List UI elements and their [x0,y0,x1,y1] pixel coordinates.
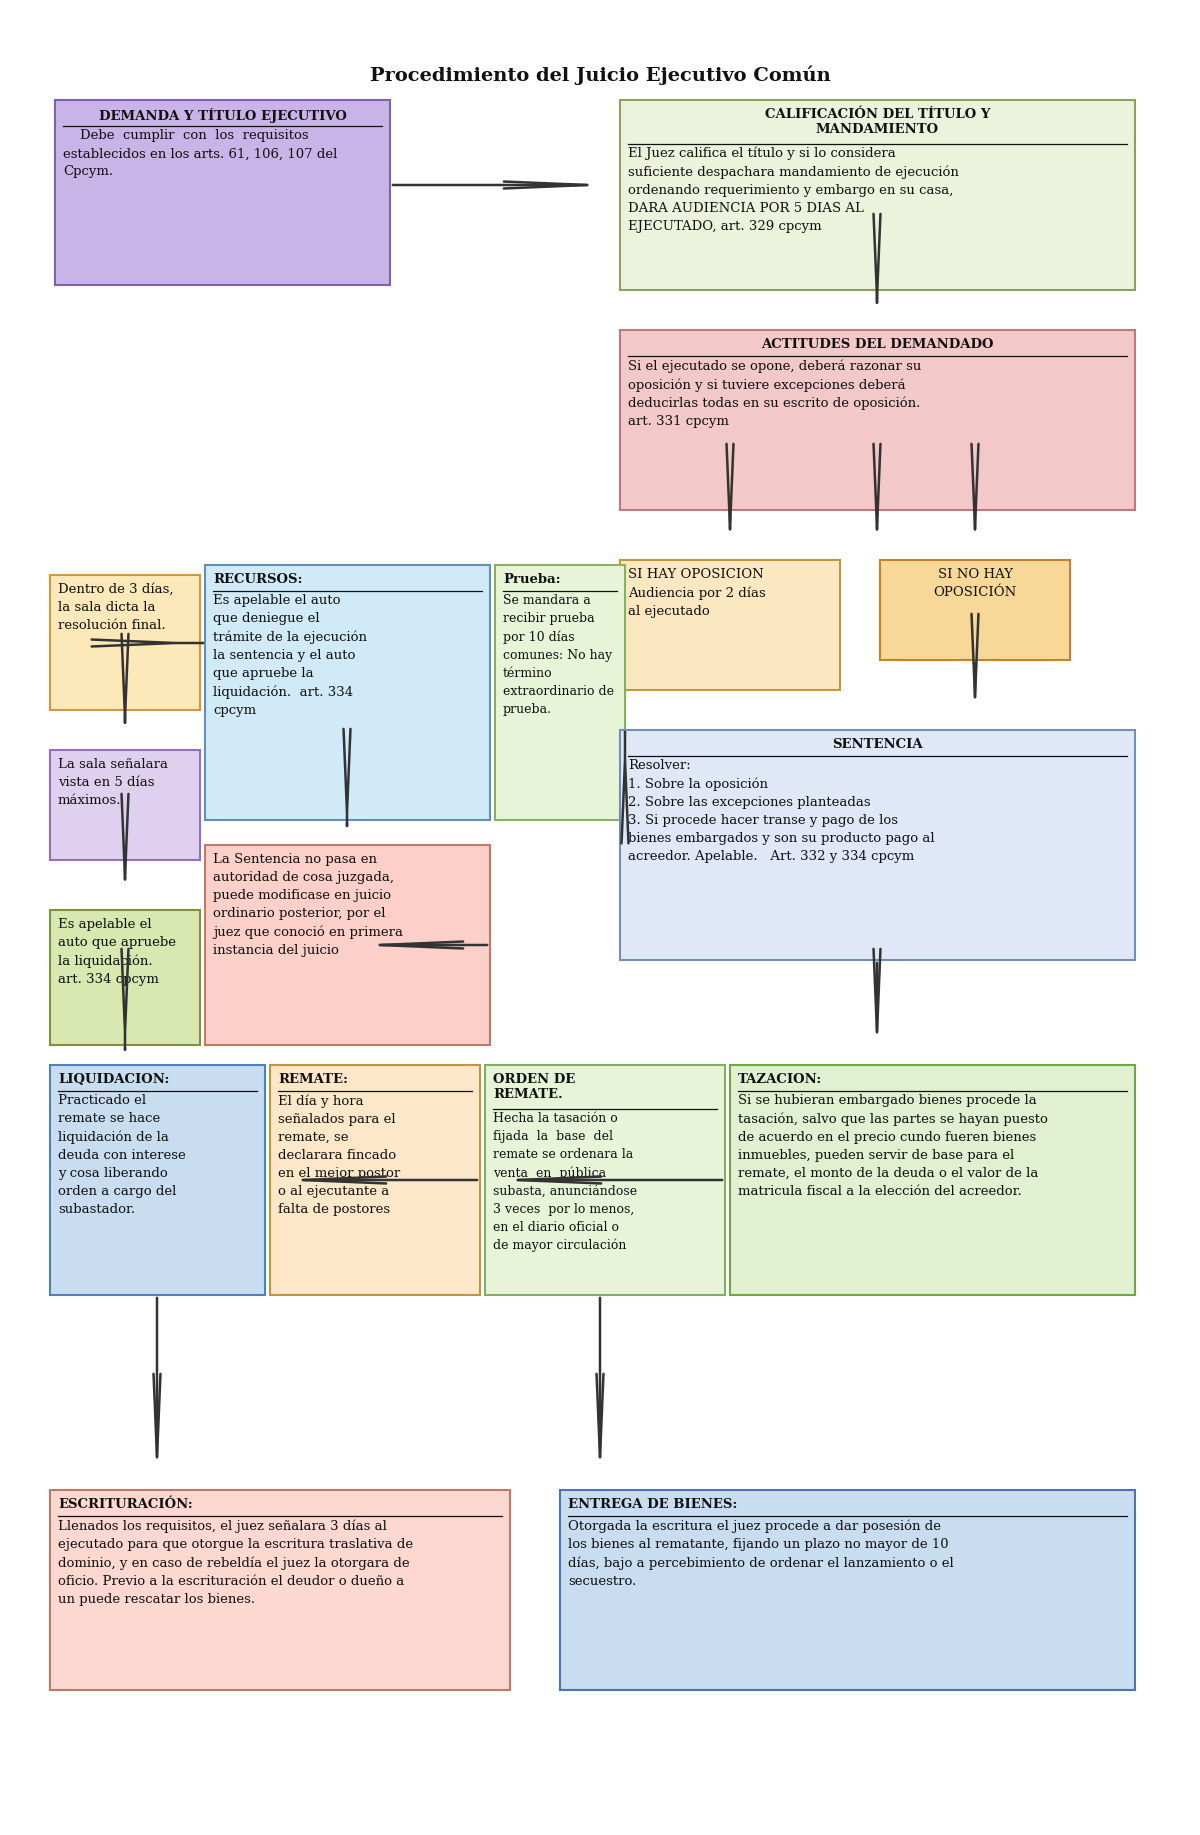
Text: REMATE:: REMATE: [278,1073,348,1086]
FancyBboxPatch shape [620,730,1135,960]
Text: Llenados los requisitos, el juez señalara 3 días al
ejecutado para que otorgue l: Llenados los requisitos, el juez señalar… [58,1519,413,1606]
Text: Hecha la tasación o
fijada  la  base  del
remate se ordenara la
venta  en  públi: Hecha la tasación o fijada la base del r… [493,1112,637,1253]
Text: ESCRITURACIÓN:: ESCRITURACIÓN: [58,1497,193,1510]
FancyBboxPatch shape [50,1064,265,1296]
FancyBboxPatch shape [496,565,625,820]
Text: Debe  cumplir  con  los  requisitos
establecidos en los arts. 61, 106, 107 del
C: Debe cumplir con los requisitos establec… [64,130,337,178]
Text: Es apelable el auto
que deniegue el
trámite de la ejecución
la sentencia y el au: Es apelable el auto que deniegue el trám… [214,595,367,717]
Text: Practicado el
remate se hace
liquidación de la
deuda con interese
y cosa liberan: Practicado el remate se hace liquidación… [58,1094,186,1217]
Text: Si el ejecutado se opone, deberá razonar su
oposición y si tuviere excepciones d: Si el ejecutado se opone, deberá razonar… [628,360,922,429]
Text: ACTITUDES DEL DEMANDADO: ACTITUDES DEL DEMANDADO [761,338,994,350]
Text: SI NO HAY
OPOSICIÓN: SI NO HAY OPOSICIÓN [934,569,1016,598]
FancyBboxPatch shape [560,1490,1135,1690]
FancyBboxPatch shape [205,565,490,820]
Text: Resolver:
1. Sobre la oposición
2. Sobre las excepciones planteadas
3. Si proced: Resolver: 1. Sobre la oposición 2. Sobre… [628,760,935,862]
FancyBboxPatch shape [55,99,390,284]
FancyBboxPatch shape [50,1490,510,1690]
FancyBboxPatch shape [50,751,200,861]
FancyBboxPatch shape [620,560,840,690]
Text: ORDEN DE
REMATE.: ORDEN DE REMATE. [493,1073,575,1101]
Text: El día y hora
señalados para el
remate, se
declarara fincado
en el mejor postor
: El día y hora señalados para el remate, … [278,1094,401,1217]
Text: Dentro de 3 días,
la sala dicta la
resolución final.: Dentro de 3 días, la sala dicta la resol… [58,584,174,631]
FancyBboxPatch shape [50,574,200,710]
Text: RECURSOS:: RECURSOS: [214,573,302,585]
Text: Prueba:: Prueba: [503,573,560,585]
FancyBboxPatch shape [50,910,200,1044]
Text: Otorgada la escritura el juez procede a dar posesión de
los bienes al rematante,: Otorgada la escritura el juez procede a … [568,1519,954,1587]
FancyBboxPatch shape [880,560,1070,661]
Text: El Juez califica el título y si lo considera
suficiente despachara mandamiento d: El Juez califica el título y si lo consi… [628,147,959,233]
Text: La sala señalara
vista en 5 días
máximos.: La sala señalara vista en 5 días máximos… [58,758,168,807]
Text: Si se hubieran embargado bienes procede la
tasación, salvo que las partes se hay: Si se hubieran embargado bienes procede … [738,1094,1048,1198]
FancyBboxPatch shape [620,330,1135,510]
FancyBboxPatch shape [485,1064,725,1296]
Text: Es apelable el
auto que apruebe
la liquidación.
art. 334 cpcym: Es apelable el auto que apruebe la liqui… [58,918,176,985]
Text: Procedimiento del Juicio Ejecutivo Común: Procedimiento del Juicio Ejecutivo Común [370,66,830,84]
FancyBboxPatch shape [270,1064,480,1296]
Text: Se mandara a
recibir prueba
por 10 días
comunes: No hay
término
extraordinario d: Se mandara a recibir prueba por 10 días … [503,595,614,716]
FancyBboxPatch shape [730,1064,1135,1296]
Text: CALIFICACIÓN DEL TÍTULO Y
MANDAMIENTO: CALIFICACIÓN DEL TÍTULO Y MANDAMIENTO [764,108,990,136]
Text: La Sentencia no pasa en
autoridad de cosa juzgada,
puede modificase en juicio
or: La Sentencia no pasa en autoridad de cos… [214,853,403,956]
FancyBboxPatch shape [620,99,1135,290]
Text: SI HAY OPOSICION
Audiencia por 2 días
al ejecutado: SI HAY OPOSICION Audiencia por 2 días al… [628,569,766,618]
Text: TAZACION:: TAZACION: [738,1073,822,1086]
Text: ENTREGA DE BIENES:: ENTREGA DE BIENES: [568,1497,737,1510]
FancyBboxPatch shape [205,844,490,1044]
Text: LIQUIDACION:: LIQUIDACION: [58,1073,169,1086]
Text: DEMANDA Y TÍTULO EJECUTIVO: DEMANDA Y TÍTULO EJECUTIVO [98,108,347,123]
Text: SENTENCIA: SENTENCIA [832,738,923,751]
